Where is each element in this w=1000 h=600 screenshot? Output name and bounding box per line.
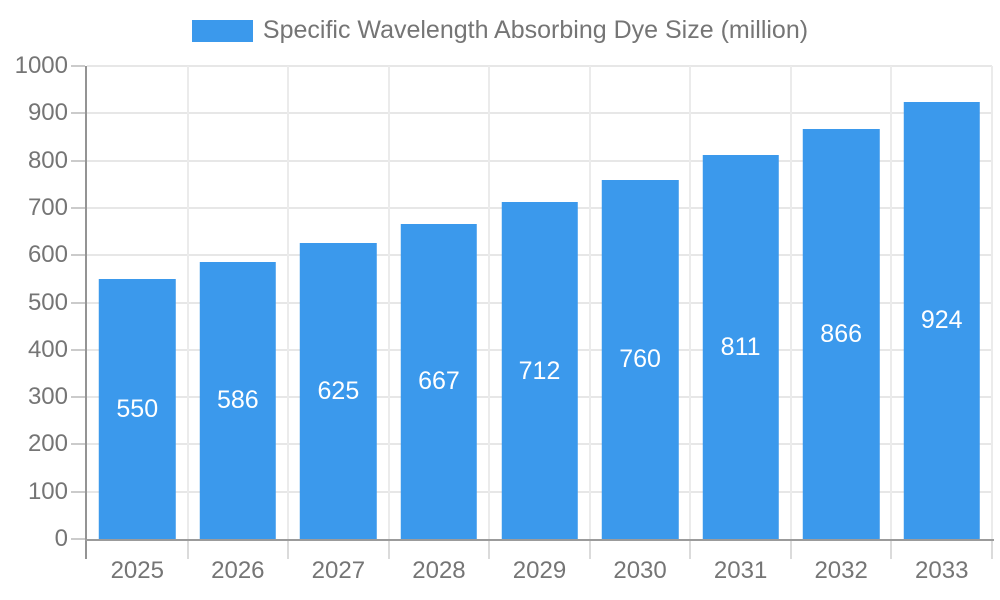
x-tick xyxy=(186,541,189,559)
x-axis-label: 2032 xyxy=(814,557,868,584)
v-gridline xyxy=(387,66,390,539)
bar-value-label: 866 xyxy=(820,320,863,349)
x-axis-label: 2028 xyxy=(412,557,466,584)
y-tick xyxy=(71,159,85,162)
y-axis-labels: 0 100 200 300 400 500 600 700 800 900 1000 xyxy=(0,54,68,551)
x-axis-label: 2027 xyxy=(311,557,366,584)
x-tick xyxy=(890,541,893,559)
bar-value-label: 811 xyxy=(720,333,761,362)
bar-value-label: 760 xyxy=(619,345,661,374)
bar-2025[interactable]: 550 xyxy=(99,278,176,539)
x-tick xyxy=(488,541,491,559)
bar-2026[interactable]: 586 xyxy=(199,261,277,539)
y-axis-label: 500 xyxy=(27,288,68,316)
bar-value-label: 550 xyxy=(116,394,159,423)
y-tick xyxy=(71,443,85,446)
bar-2032[interactable]: 866 xyxy=(802,129,880,539)
y-axis-label: 100 xyxy=(27,477,68,505)
v-gridline xyxy=(287,66,290,539)
y-axis-label: 900 xyxy=(27,99,68,127)
y-tick xyxy=(71,396,85,399)
y-tick xyxy=(71,112,85,115)
bar-2031[interactable]: 811 xyxy=(702,155,779,539)
y-tick xyxy=(71,490,85,493)
x-tick xyxy=(991,541,993,559)
v-gridline xyxy=(991,66,993,539)
bar-2033[interactable]: 924 xyxy=(903,101,980,539)
y-axis-label: 800 xyxy=(27,146,68,174)
x-axis-ticks xyxy=(87,541,993,559)
y-axis-label: 200 xyxy=(27,430,68,458)
y-axis-ticks xyxy=(71,65,85,540)
bar-2028[interactable]: 667 xyxy=(400,223,478,539)
x-axis-label: 2029 xyxy=(512,557,567,584)
x-axis-label: 2025 xyxy=(110,557,164,584)
bar-value-label: 586 xyxy=(216,386,259,415)
y-axis-label: 700 xyxy=(27,193,68,221)
x-tick xyxy=(689,541,692,559)
bar-value-label: 712 xyxy=(518,356,561,385)
x-axis-label: 2033 xyxy=(915,557,969,584)
v-gridline xyxy=(186,66,189,539)
y-axis-label: 1000 xyxy=(14,52,68,79)
y-tick xyxy=(71,538,85,540)
legend[interactable]: Specific Wavelength Absorbing Dye Size (… xyxy=(0,16,1000,45)
y-axis-label: 300 xyxy=(27,383,68,411)
y-axis-label: 0 xyxy=(54,525,68,552)
x-tick xyxy=(387,541,390,559)
h-gridline xyxy=(87,159,992,162)
h-gridline xyxy=(87,65,992,67)
y-tick xyxy=(71,206,85,209)
y-tick xyxy=(71,254,85,257)
legend-swatch-icon xyxy=(191,19,253,42)
v-gridline xyxy=(488,66,491,539)
bar-value-label: 924 xyxy=(920,306,963,335)
bar-2030[interactable]: 760 xyxy=(601,179,679,539)
x-axis-line xyxy=(85,539,994,541)
x-axis-label: 2026 xyxy=(211,557,265,584)
x-axis-label: 2030 xyxy=(613,557,667,584)
bar-value-label: 667 xyxy=(418,367,460,396)
x-tick xyxy=(287,541,290,559)
x-axis-labels: 2025 2026 2027 2028 2029 2030 2031 2032 2033 xyxy=(87,557,992,589)
legend-label: Specific Wavelength Absorbing Dye Size (… xyxy=(262,16,809,44)
v-gridline xyxy=(890,66,893,539)
y-axis-label: 400 xyxy=(27,335,68,363)
y-tick xyxy=(71,348,85,351)
bar-2027[interactable]: 625 xyxy=(300,243,377,539)
y-axis-line xyxy=(85,66,87,559)
plot-area: 550 586 625 667 712 760 811 866 924 xyxy=(87,65,993,539)
x-axis-label: 2031 xyxy=(713,557,768,584)
x-tick xyxy=(588,541,591,559)
bar-2029[interactable]: 712 xyxy=(501,202,578,539)
v-gridline xyxy=(689,66,692,539)
bar-value-label: 625 xyxy=(317,377,360,406)
x-tick xyxy=(789,541,792,559)
y-tick xyxy=(71,301,85,304)
h-gridline xyxy=(87,112,992,115)
v-gridline xyxy=(588,66,591,539)
v-gridline xyxy=(789,66,792,539)
y-tick xyxy=(71,65,85,67)
y-axis-label: 600 xyxy=(27,241,68,269)
